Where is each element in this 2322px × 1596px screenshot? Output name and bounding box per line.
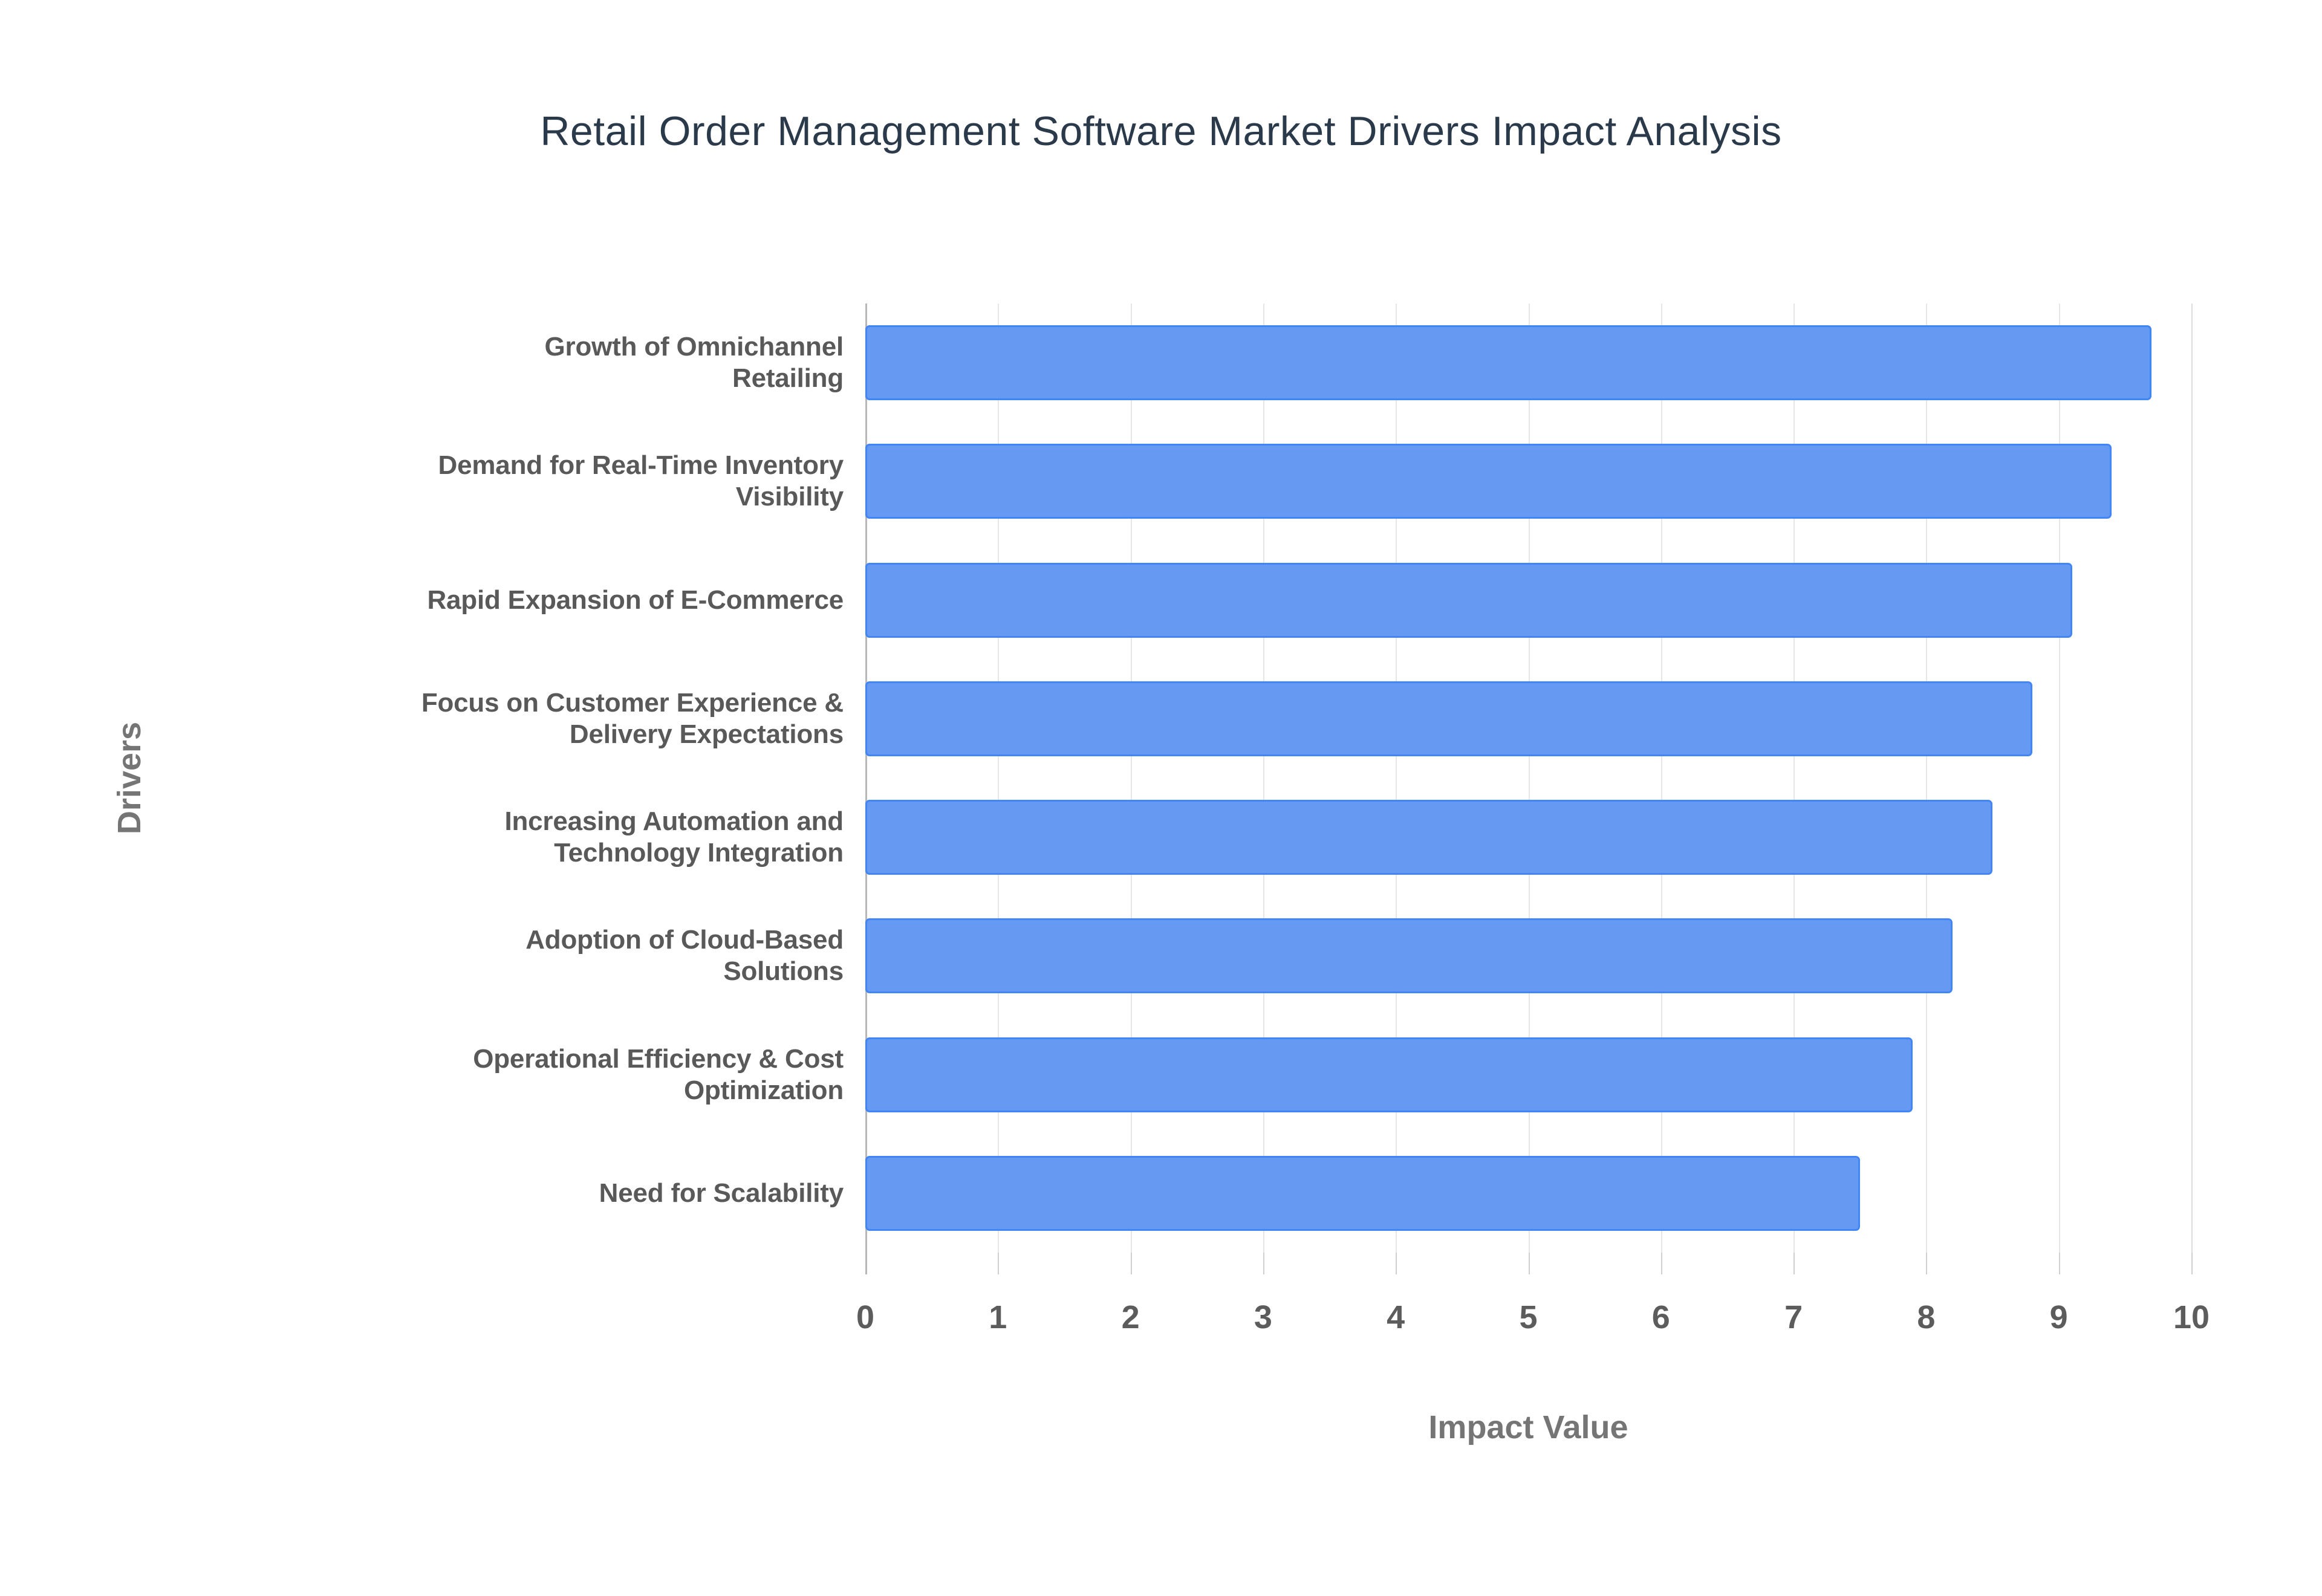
x-tick-label-10: 10 (2173, 1299, 2210, 1335)
gridline-7 (1794, 303, 1795, 1253)
y-axis-category-labels: Growth of Omnichannel Retailing Demand for… (230, 303, 844, 1253)
bar-row (865, 303, 2191, 422)
y-category-line: Need for Scalability (599, 1178, 844, 1208)
gridline-4 (1396, 303, 1397, 1253)
tickmark-2 (1130, 1253, 1132, 1274)
y-category-line: Delivery Expectations (569, 719, 844, 749)
gridline-1 (998, 303, 1000, 1253)
bar-row (865, 1016, 2191, 1134)
tickmark-6 (1660, 1253, 1662, 1274)
x-tick-label-8: 8 (1917, 1299, 1936, 1335)
y-category-line: Increasing Automation and (504, 806, 844, 837)
tickmark-10 (2191, 1253, 2193, 1274)
y-category-line: Adoption of Cloud-Based (525, 925, 844, 955)
tickmark-5 (1528, 1253, 1530, 1274)
y-category-label: Growth of Omnichannel Retailing (230, 331, 844, 394)
tickmark-9 (2058, 1253, 2060, 1274)
y-category-line: Retailing (732, 363, 844, 394)
x-tick-label-2: 2 (1121, 1299, 1140, 1335)
tickmark-0 (865, 1253, 867, 1274)
bar-row (865, 660, 2191, 778)
x-axis-tick-labels: 0 1 2 3 4 5 6 7 8 9 10 (856, 1299, 2210, 1353)
x-tick-label-0: 0 (856, 1299, 875, 1335)
y-category-label: Rapid Expansion of E-Commerce (230, 585, 844, 616)
x-tick-label-3: 3 (1254, 1299, 1272, 1335)
gridline-10 (2191, 303, 2193, 1253)
y-category-label: Need for Scalability (230, 1178, 844, 1209)
y-category-label: Adoption of Cloud-Based Solutions (230, 924, 844, 987)
gridline-2 (1130, 303, 1132, 1253)
y-category-label: Increasing Automation and Technology Inte… (230, 806, 844, 869)
bar-row (865, 778, 2191, 897)
bar[interactable] (865, 1155, 1860, 1231)
y-category-line: Optimization (683, 1075, 844, 1105)
x-tick-label-6: 6 (1651, 1299, 1670, 1335)
chart-title: Retail Order Management Software Market … (540, 108, 1782, 154)
y-category-line: Technology Integration (554, 838, 844, 868)
gridline-9 (2058, 303, 2060, 1253)
bar[interactable] (865, 444, 2112, 519)
bar-row (865, 897, 2191, 1015)
x-axis-title: Impact Value (1428, 1409, 1628, 1445)
plot-area (865, 303, 2193, 1253)
bar-row (865, 541, 2191, 660)
y-category-label: Focus on Customer Experience & Delivery E… (230, 687, 844, 750)
tickmark-7 (1794, 1253, 1795, 1274)
bar[interactable] (865, 325, 2152, 400)
y-category-line: Operational Efficiency & Cost (473, 1043, 844, 1074)
y-axis-title: Drivers (111, 721, 148, 835)
tickmark-4 (1396, 1253, 1397, 1274)
y-category-line: Focus on Customer Experience & (421, 687, 844, 718)
x-tick-label-9: 9 (2049, 1299, 2068, 1335)
gridline-3 (1263, 303, 1264, 1253)
bar[interactable] (865, 681, 2032, 756)
y-category-label: Demand for Real-Time Inventory Visibility (230, 450, 844, 513)
x-tick-label-5: 5 (1519, 1299, 1538, 1335)
gridline-6 (1660, 303, 1662, 1253)
y-category-line: Growth of Omnichannel (544, 332, 844, 362)
bar-row (865, 1134, 2191, 1253)
y-category-line: Solutions (723, 956, 844, 987)
x-tick-label-1: 1 (989, 1299, 1007, 1335)
x-tick-label-4: 4 (1387, 1299, 1405, 1335)
gridline-5 (1528, 303, 1530, 1253)
tickmark-1 (998, 1253, 1000, 1274)
y-category-line: Visibility (735, 482, 844, 512)
x-tick-label-7: 7 (1784, 1299, 1803, 1335)
bar[interactable] (865, 800, 1993, 875)
gridline-0 (865, 303, 867, 1253)
y-category-line: Demand for Real-Time Inventory (438, 450, 844, 481)
tickmark-3 (1263, 1253, 1264, 1274)
gridline-8 (1926, 303, 1928, 1253)
tickmark-8 (1926, 1253, 1928, 1274)
bar-row (865, 422, 2191, 540)
y-category-line: Rapid Expansion of E-Commerce (427, 585, 844, 615)
bar[interactable] (865, 562, 2072, 638)
bar[interactable] (865, 1037, 1913, 1112)
bar[interactable] (865, 918, 1953, 994)
y-category-label: Operational Efficiency & Cost Optimizatio… (230, 1043, 844, 1106)
